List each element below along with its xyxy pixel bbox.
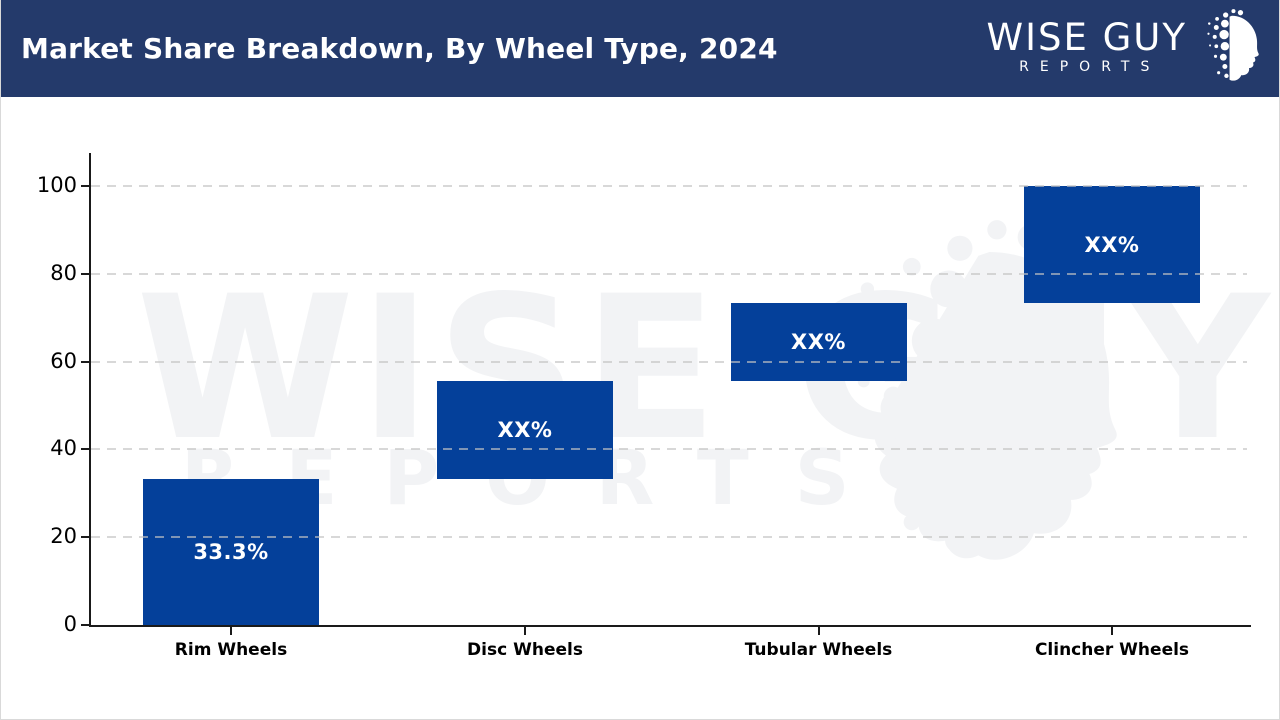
y-tick-0 xyxy=(81,624,89,626)
brand-subtitle: REPORTS xyxy=(1019,59,1161,76)
category-label: Tubular Wheels xyxy=(744,640,893,660)
gridline-80 xyxy=(91,272,1247,275)
y-axis-spine xyxy=(89,153,91,627)
y-tick-40 xyxy=(81,448,89,451)
gridline-60 xyxy=(91,360,1247,363)
y-tick-label-0: 0 xyxy=(63,612,77,636)
brand-logo: WISE GUY REPORTS xyxy=(987,6,1267,88)
y-tick-20 xyxy=(81,536,89,539)
y-tick-label-60: 60 xyxy=(50,348,77,373)
gridline-40 xyxy=(91,448,1247,451)
page-title: Market Share Breakdown, By Wheel Type, 2… xyxy=(21,32,778,65)
x-tick-4 xyxy=(1111,627,1113,635)
category-label: Disc Wheels xyxy=(467,640,583,660)
header-banner: Market Share Breakdown, By Wheel Type, 2… xyxy=(1,0,1279,97)
y-tick-label-40: 40 xyxy=(50,436,77,461)
category-label: Clincher Wheels xyxy=(1034,640,1190,660)
y-tick-label-20: 20 xyxy=(50,524,77,549)
x-tick-2 xyxy=(524,627,526,635)
bar-tubular-wheels: XX% xyxy=(730,303,907,382)
bar-value-label: XX% xyxy=(791,330,846,355)
bar-clincher-wheels: XX% xyxy=(1024,186,1200,304)
gridline-100 xyxy=(91,185,1247,187)
bar-value-label: XX% xyxy=(497,418,553,443)
y-tick-80 xyxy=(81,272,89,275)
y-tick-label-100: 100 xyxy=(36,173,77,197)
x-tick-1 xyxy=(230,627,232,635)
bar-disc-wheels: XX% xyxy=(437,381,613,479)
y-tick-100 xyxy=(81,185,89,187)
category-label: Rim Wheels xyxy=(174,640,288,660)
bar-value-label: 33.3% xyxy=(193,539,269,564)
gridline-20 xyxy=(91,536,1247,539)
bar-rim-wheels: 33.3% xyxy=(143,478,319,625)
brand-logo-text: WISE GUY REPORTS xyxy=(986,15,1187,76)
bar-value-label: XX% xyxy=(1084,232,1140,257)
face-profile-icon xyxy=(1207,9,1259,81)
x-tick-3 xyxy=(817,627,820,635)
y-tick-label-80: 80 xyxy=(50,260,77,285)
x-axis-spine xyxy=(89,625,1251,627)
y-tick-60 xyxy=(81,360,89,363)
brand-name: WISE GUY xyxy=(986,15,1187,59)
